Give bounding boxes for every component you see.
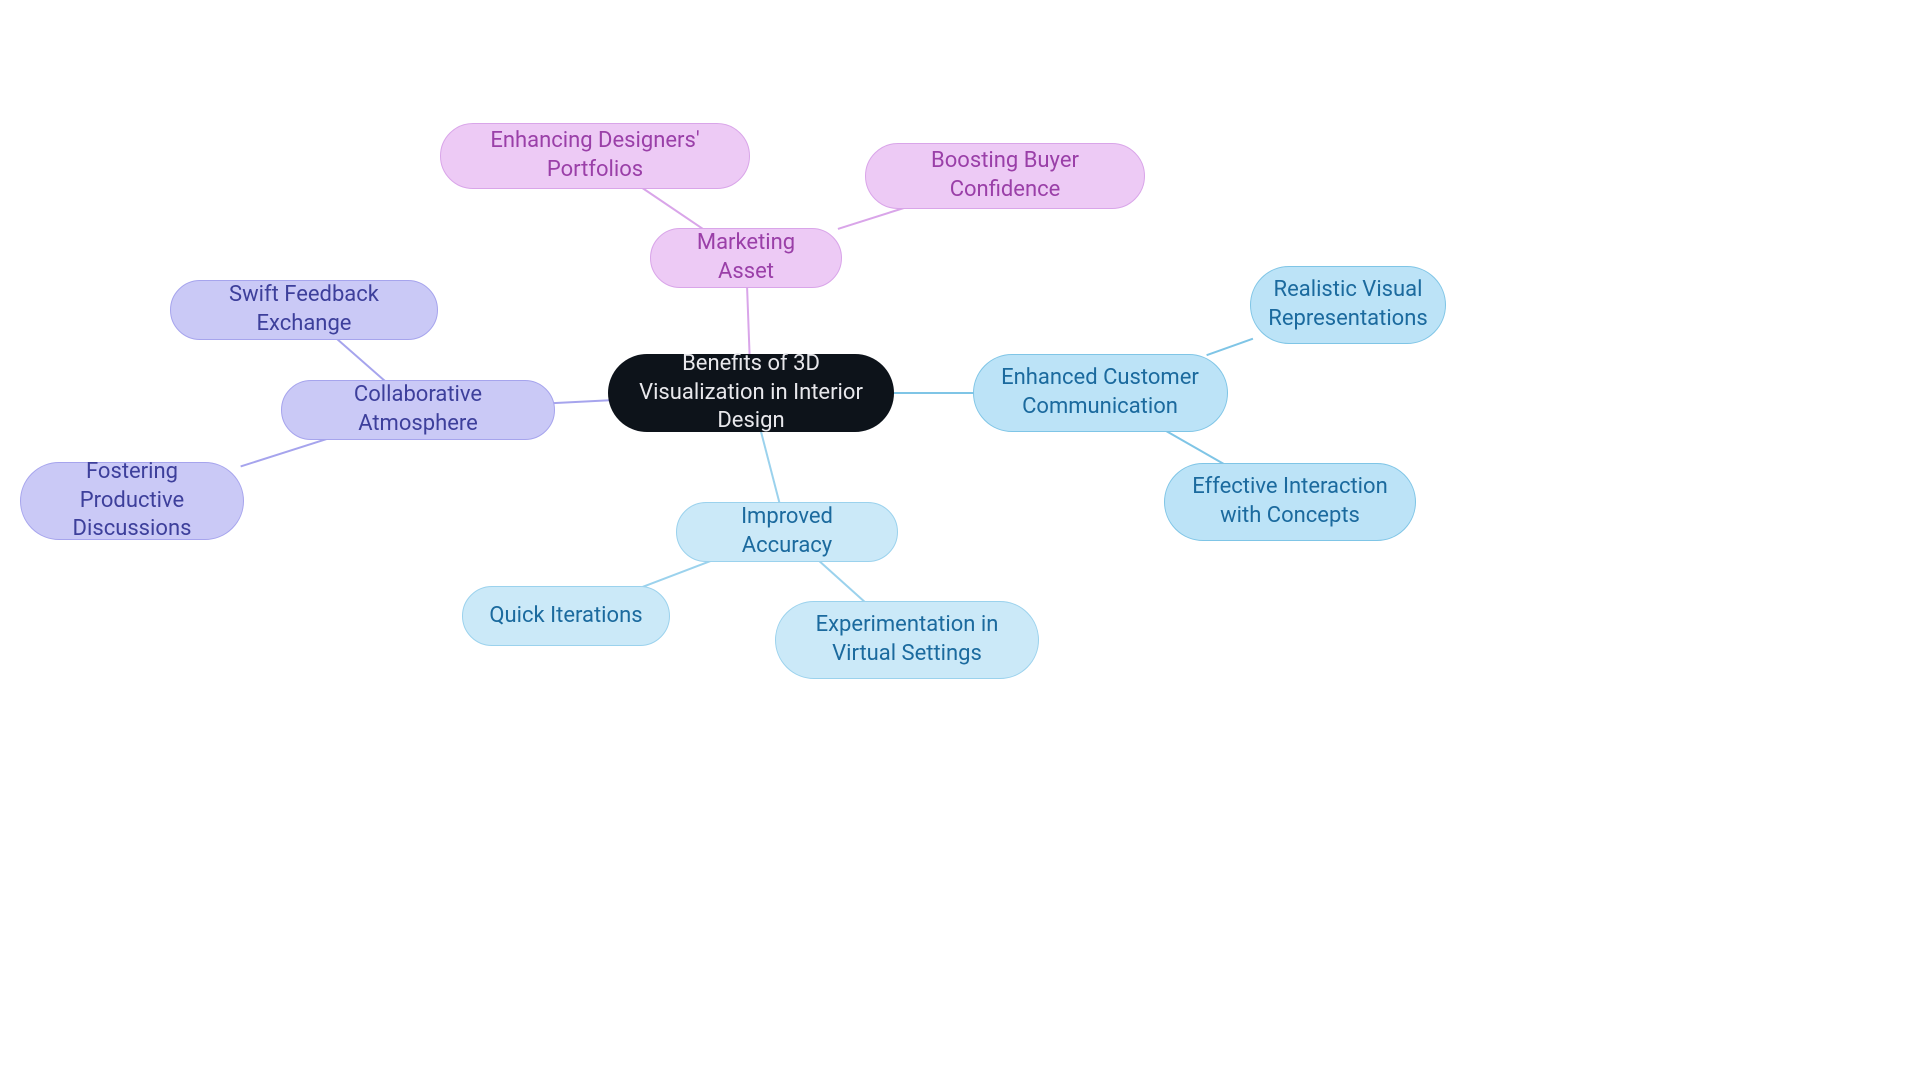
- edge-ia-evs: [819, 561, 865, 602]
- node-label: Swift Feedback Exchange: [197, 281, 411, 338]
- edge-ma-bbc: [838, 208, 904, 229]
- node-evs: Experimentation in Virtual Settings: [775, 601, 1039, 679]
- node-ca: Collaborative Atmosphere: [281, 380, 555, 440]
- node-label: Fostering Productive Discussions: [47, 458, 217, 544]
- node-center: Benefits of 3D Visualization in Interior…: [608, 354, 894, 432]
- edge-ca-sfe: [337, 339, 385, 381]
- node-qi: Quick Iterations: [462, 586, 670, 646]
- node-label: Experimentation in Virtual Settings: [802, 611, 1012, 668]
- edge-ca-fpd: [241, 439, 327, 466]
- node-ecc: Enhanced Customer Communication: [973, 354, 1228, 432]
- node-label: Quick Iterations: [489, 602, 642, 631]
- node-label: Boosting Buyer Confidence: [892, 147, 1118, 204]
- node-fpd: Fostering Productive Discussions: [20, 462, 244, 540]
- node-label: Benefits of 3D Visualization in Interior…: [635, 350, 867, 436]
- node-label: Collaborative Atmosphere: [308, 381, 528, 438]
- edge-ia-qi: [643, 561, 711, 587]
- node-label: Enhanced Customer Communication: [1000, 364, 1201, 421]
- node-bbc: Boosting Buyer Confidence: [865, 143, 1145, 209]
- node-edp: Enhancing Designers' Portfolios: [440, 123, 750, 189]
- edge-center-ia: [761, 431, 780, 503]
- node-label: Realistic Visual Representations: [1268, 276, 1427, 333]
- node-label: Enhancing Designers' Portfolios: [467, 127, 723, 184]
- node-rvr: Realistic Visual Representations: [1250, 266, 1446, 344]
- edge-center-ca: [551, 400, 612, 403]
- edge-center-ma: [747, 287, 750, 355]
- edge-ecc-eic: [1166, 431, 1224, 464]
- node-ia: Improved Accuracy: [676, 502, 898, 562]
- edge-ecc-rvr: [1207, 339, 1253, 355]
- node-eic: Effective Interaction with Concepts: [1164, 463, 1416, 541]
- node-label: Marketing Asset: [677, 229, 815, 286]
- node-label: Improved Accuracy: [703, 503, 871, 560]
- node-label: Effective Interaction with Concepts: [1191, 473, 1389, 530]
- node-ma: Marketing Asset: [650, 228, 842, 288]
- edge-ma-edp: [642, 188, 703, 229]
- node-sfe: Swift Feedback Exchange: [170, 280, 438, 340]
